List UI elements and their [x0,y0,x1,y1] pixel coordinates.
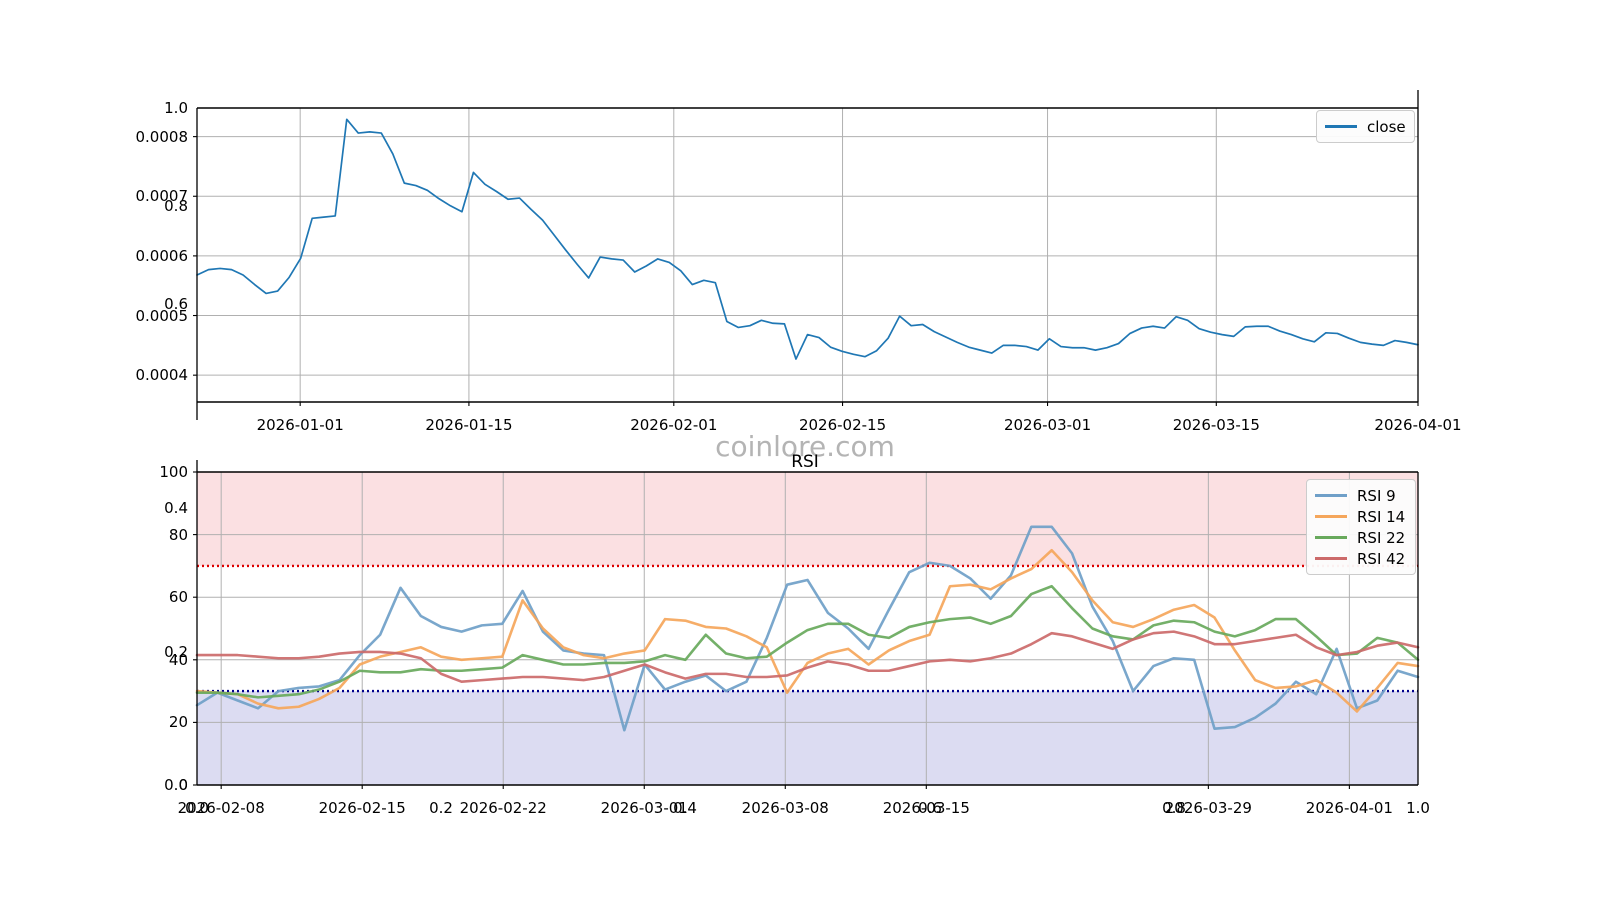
legend-entry-rsi-14[interactable]: RSI 14 [1315,506,1407,527]
rsi-secondary-ytick-0.4: 0.4 [164,499,188,517]
price-chart-legend[interactable]: close [1316,110,1415,143]
legend-entry-close[interactable]: close [1325,116,1406,137]
price-ytick-0.0004: 0.0004 [135,366,189,385]
price-xtick-2026-03-15: 2026-03-15 [1172,416,1260,434]
rsi-ytick-80: 80 [168,525,188,544]
price-ytick-0.0007: 0.0007 [135,187,189,206]
watermark-coinlore: coinlore.com [715,430,895,463]
price-xtick-2026-02-01: 2026-02-01 [630,416,718,434]
price-xtick-2026-03-01: 2026-03-01 [1003,416,1092,434]
rsi-ytick-100: 100 [159,463,188,481]
price-ytick-0.0006: 0.0006 [135,246,189,265]
legend-swatch-rsi-42-icon [1315,557,1347,560]
price-secondary-ytick-0.8: 0.8 [164,197,188,215]
legend-swatch-close-icon [1325,125,1357,128]
legend-swatch-rsi-22-icon [1315,536,1347,539]
legend-label-rsi-14: RSI 14 [1357,507,1406,526]
rsi-secondary-xtick-0.8: 0.8 [1162,799,1186,817]
rsi-ytick-40: 40 [168,650,188,669]
price-xtick-2026-01-01: 2026-01-01 [256,416,344,434]
legend-label-rsi-9: RSI 9 [1357,486,1396,505]
rsi-xtick-2026-02-22: 2026-02-22 [459,799,547,817]
rsi-chart-title: RSI [791,452,819,472]
legend-entry-rsi-42[interactable]: RSI 42 [1315,548,1407,569]
price-xtick-2026-02-15: 2026-02-15 [798,416,887,434]
rsi-secondary-xtick-0.6: 0.6 [918,799,942,817]
rsi-xtick-2026-04-01: 2026-04-01 [1305,799,1393,817]
rsi-xtick-2026-03-01: 2026-03-01 [600,799,688,817]
legend-label-rsi-42: RSI 42 [1357,549,1406,568]
rsi-xtick-2026-02-08: 2026-02-08 [177,799,265,817]
rsi-ytick-20: 20 [168,713,188,732]
rsi-xtick-2026-03-29: 2026-03-29 [1164,799,1252,817]
rsi-xtick-2026-03-08: 2026-03-08 [741,799,829,817]
rsi-secondary-xtick-0.2: 0.2 [429,799,453,817]
rsi-chart-legend[interactable]: RSI 9 RSI 14 RSI 22 RSI 42 [1306,479,1416,575]
price-ytick-0.0005: 0.0005 [135,306,189,325]
rsi-secondary-ytick-0.2: 0.2 [164,643,188,661]
rsi-ytick-60: 60 [168,588,188,607]
price-ytick-0.0008: 0.0008 [135,127,189,146]
price-xtick-2026-04-01: 2026-04-01 [1374,416,1462,434]
legend-label-rsi-22: RSI 22 [1357,528,1406,547]
rsi-xtick-2026-02-15: 2026-02-15 [318,799,406,817]
legend-swatch-rsi-14-icon [1315,515,1347,518]
legend-swatch-rsi-9-icon [1315,494,1347,497]
price-secondary-ytick-0.6: 0.6 [164,295,188,313]
price-secondary-ytick-1.0: 1.0 [164,99,188,117]
rsi-secondary-ytick-0.0: 0.0 [164,776,188,794]
legend-label-close: close [1367,117,1406,136]
rsi-secondary-xtick-1.0: 1.0 [1406,799,1430,817]
legend-entry-rsi-22[interactable]: RSI 22 [1315,527,1407,548]
price-xtick-2026-01-15: 2026-01-15 [425,416,513,434]
rsi-ytick-0: 0 [178,776,188,794]
legend-entry-rsi-9[interactable]: RSI 9 [1315,485,1407,506]
rsi-xtick-2026-03-15: 2026-03-15 [882,799,970,817]
rsi-secondary-xtick-0.0: 0.0 [185,799,209,817]
rsi-secondary-xtick-0.4: 0.4 [673,799,697,817]
